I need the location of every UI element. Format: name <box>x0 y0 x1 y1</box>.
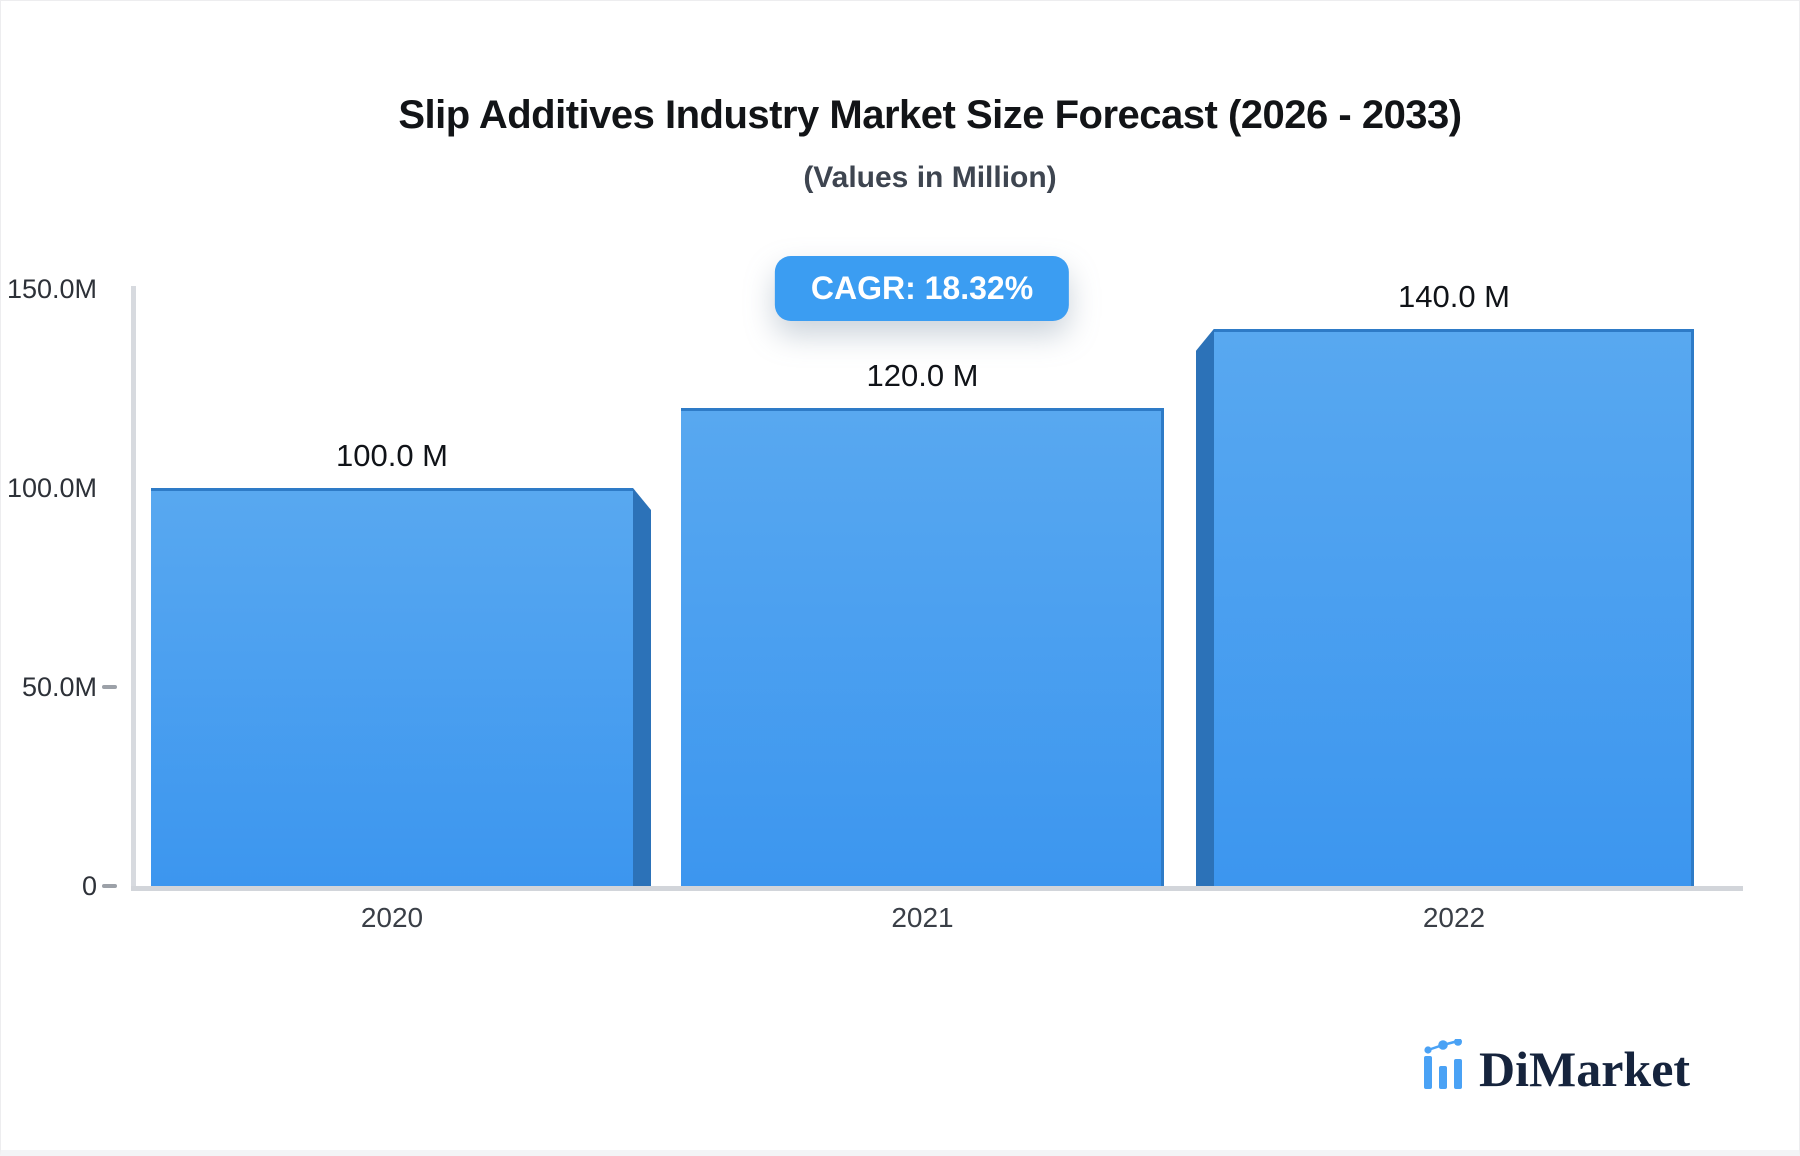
bar-side-shadow-2022 <box>1196 328 1214 886</box>
bar-side-shadow-2020 <box>633 488 651 886</box>
y-axis-tick <box>102 685 117 689</box>
page-title: Slip Additives Industry Market Size Fore… <box>398 93 1462 137</box>
bar-2021[interactable] <box>681 408 1164 886</box>
bar-value-label-2020: 100.0 M <box>335 438 448 473</box>
bar-2020[interactable] <box>151 488 633 886</box>
y-axis-tick <box>102 884 117 888</box>
y-axis-label: 150.0M <box>6 274 97 304</box>
y-axis-label: 0 <box>81 871 97 901</box>
cagr-badge: CAGR: 18.32% <box>774 256 1070 321</box>
bar-value-label-2021: 120.0 M <box>866 358 979 394</box>
y-axis-label: 50.0M <box>21 672 97 702</box>
x-axis-label-2020: 2020 <box>360 902 424 933</box>
page-subtitle: (Values in Million) <box>803 161 1057 194</box>
brand-name: DiMarket <box>1479 1041 1691 1097</box>
x-axis-label-2022: 2022 <box>1422 902 1486 933</box>
bar-value-label-2022: 140.0 M <box>1397 278 1510 314</box>
x-axis-line <box>131 886 1743 891</box>
bar-chart-logo-icon <box>1423 1037 1465 1094</box>
y-axis-label: 100.0M <box>6 473 97 503</box>
x-axis-label-2021: 2021 <box>891 902 954 933</box>
y-axis-line <box>131 286 136 891</box>
brand-logo: DiMarket <box>1423 1037 1691 1097</box>
bar-2022[interactable] <box>1214 328 1694 886</box>
